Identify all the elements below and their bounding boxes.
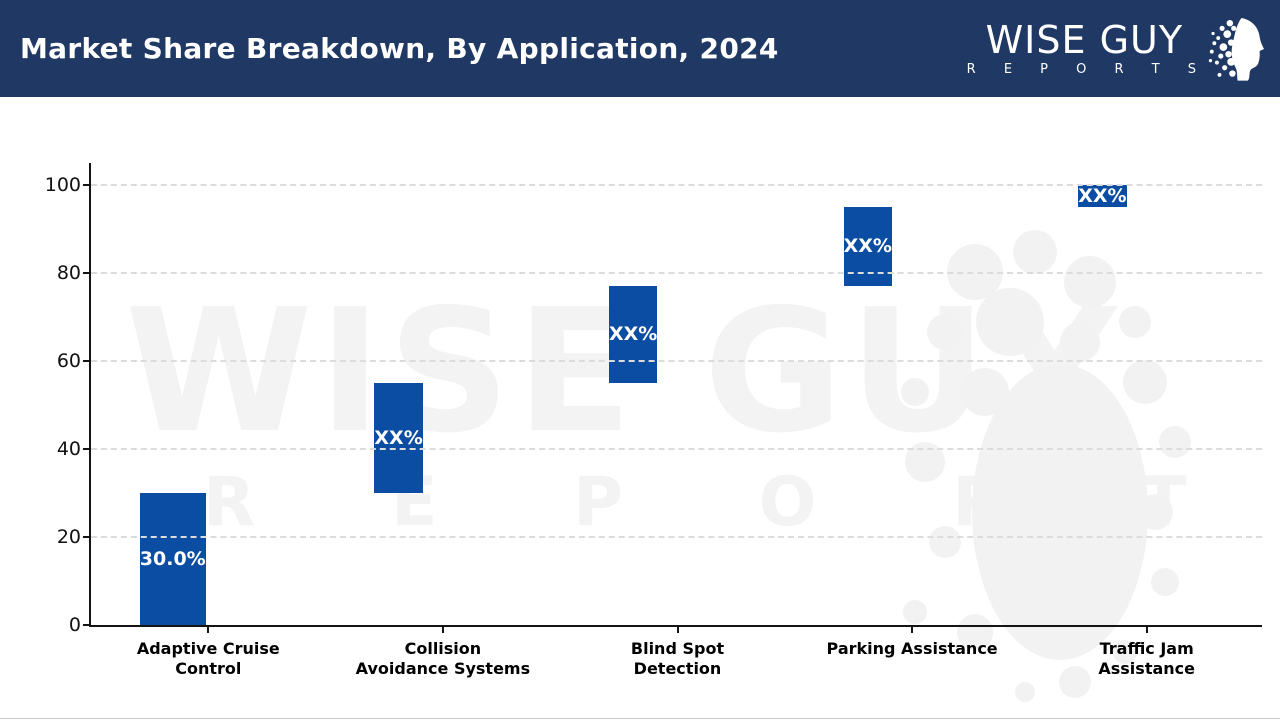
y-tick-mark (83, 624, 91, 626)
logo-wordmark: WISE GUY R E P O R T S (961, 21, 1208, 77)
category-label: Adaptive Cruise Control (88, 639, 328, 680)
y-tick-mark (83, 448, 91, 450)
bottom-divider (0, 718, 1280, 719)
gridline (91, 272, 1262, 274)
category-label: Parking Assistance (792, 639, 1032, 659)
x-tick-mark (911, 625, 914, 633)
bar-value-label: 30.0% (139, 547, 206, 570)
y-tick-mark (83, 184, 91, 186)
bar-segment: XX% (609, 286, 658, 383)
x-tick-mark (676, 625, 679, 633)
category-label-line: Control (175, 659, 242, 679)
bar-value-label: XX% (843, 235, 892, 258)
category-label-line: Detection (633, 659, 722, 679)
logo-head-icon (1208, 17, 1265, 81)
category-label-line: Parking Assistance (826, 639, 998, 658)
bar-value-label: XX% (374, 426, 423, 449)
plot: 0 20 40 60 80 100 30.0% XX% XX% XX% XX% Adaptive Cr… (45, 163, 1262, 678)
gridline (91, 536, 1262, 538)
gridline (91, 360, 1262, 362)
x-tick-mark (441, 625, 444, 633)
category-label: Traffic Jam Assistance (1027, 639, 1267, 680)
category-label-line: Assistance (1098, 659, 1195, 679)
header: Market Share Breakdown, By Application, … (0, 0, 1280, 97)
gridline (91, 184, 1262, 186)
category-label: Blind Spot Detection (558, 639, 798, 680)
y-tick-label: 60 (56, 350, 81, 372)
y-tick-mark (83, 272, 91, 274)
y-tick-mark (83, 536, 91, 538)
y-tick-label: 0 (68, 614, 81, 636)
bar-segment: XX% (374, 383, 423, 493)
category-label-line: Avoidance Systems (355, 659, 531, 679)
x-tick-mark (1145, 625, 1148, 633)
x-tick-mark (207, 625, 210, 633)
bar-value-label: XX% (609, 323, 658, 346)
y-tick-label: 100 (44, 174, 81, 196)
page-title: Market Share Breakdown, By Application, … (20, 32, 779, 65)
logo-wordmark-line1: WISE GUY (985, 17, 1184, 62)
category-label-line: Adaptive Cruise (136, 639, 280, 658)
category-label-line: Blind Spot (630, 639, 725, 658)
y-tick-label: 80 (56, 262, 81, 284)
bar-segment: XX% (1078, 184, 1127, 207)
bar-segment: XX% (843, 207, 892, 287)
category-label: Collision Avoidance Systems (323, 639, 563, 680)
bar-segment: 30.0% (139, 493, 206, 625)
y-tick-mark (83, 360, 91, 362)
logo-wordmark-line2: R E P O R T S (966, 61, 1208, 77)
category-label-line: Traffic Jam (1099, 639, 1194, 658)
category-label-line: Collision (404, 639, 482, 658)
y-tick-label: 40 (56, 438, 81, 460)
bar-value-label: XX% (1078, 184, 1127, 207)
y-tick-label: 20 (56, 526, 81, 548)
brand-logo: WISE GUY R E P O R T S (961, 9, 1266, 89)
gridline (91, 448, 1262, 450)
chart-area: WISE GUY R E P O R T S 02040608010030.0%… (0, 97, 1280, 720)
